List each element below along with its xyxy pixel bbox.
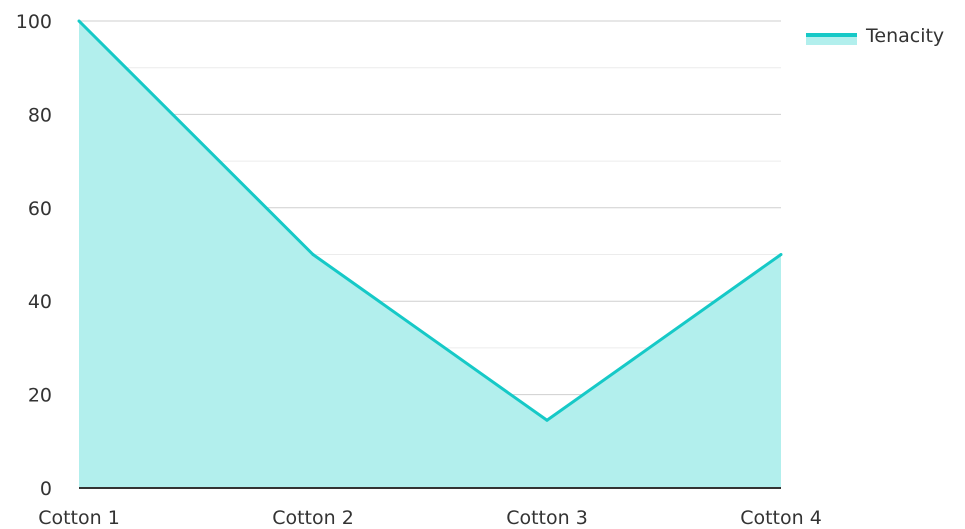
- legend-swatch-fill: [806, 35, 857, 45]
- x-tick-label: Cotton 4: [740, 507, 822, 529]
- legend: Tenacity: [806, 25, 944, 47]
- x-axis-tick-labels: Cotton 1 Cotton 2 Cotton 3 Cotton 4: [38, 507, 822, 529]
- data-point-3: [545, 418, 549, 422]
- y-tick-label: 40: [28, 291, 52, 313]
- x-tick-label: Cotton 2: [272, 507, 354, 529]
- x-tick-label: Cotton 1: [38, 507, 120, 529]
- data-point-2: [311, 253, 315, 256]
- y-tick-label: 20: [28, 385, 52, 407]
- data-point-1: [77, 19, 81, 23]
- series-area-tenacity: [79, 21, 781, 488]
- y-tick-label: 80: [28, 104, 52, 126]
- x-tick-label: Cotton 3: [506, 507, 588, 529]
- y-tick-label: 100: [16, 11, 52, 33]
- y-tick-label: 0: [40, 478, 52, 500]
- series-line-tenacity: [77, 19, 782, 422]
- y-tick-label: 60: [28, 198, 52, 220]
- data-point-4: [779, 253, 783, 256]
- y-axis-tick-labels: 0 20 40 60 80 100: [16, 11, 52, 500]
- legend-label-tenacity: Tenacity: [865, 25, 944, 47]
